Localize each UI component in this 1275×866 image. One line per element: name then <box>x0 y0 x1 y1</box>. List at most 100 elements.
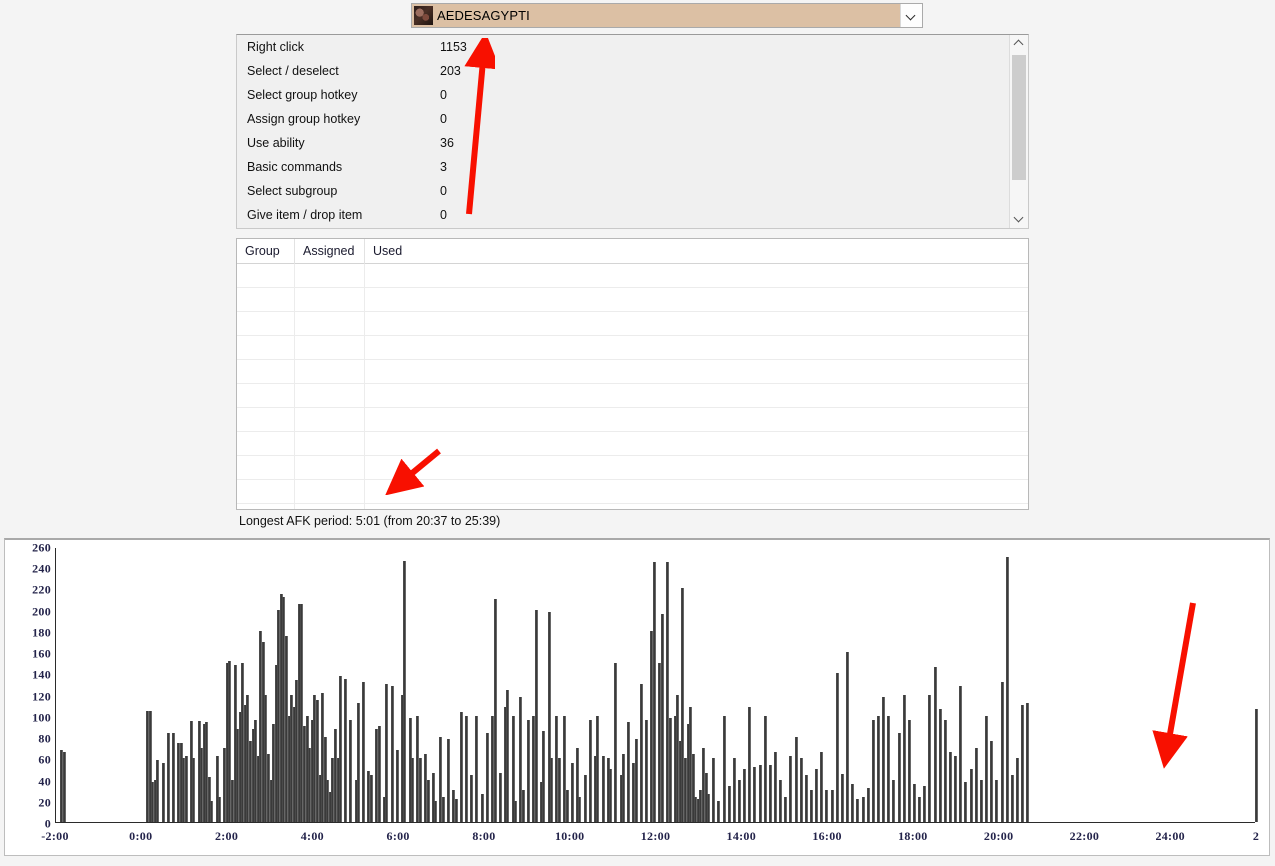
table-row[interactable] <box>237 384 1028 408</box>
combobox-value-area[interactable]: AEDESAGYPTI <box>412 4 900 27</box>
table-row[interactable] <box>237 312 1028 336</box>
chevron-down-icon[interactable] <box>900 4 922 27</box>
action-stat-row[interactable]: Assign group hotkey 0 <box>237 107 1009 131</box>
chart-bar <box>274 664 278 822</box>
table-cell[interactable] <box>295 432 365 455</box>
table-cell[interactable] <box>295 504 365 509</box>
table-cell[interactable] <box>295 312 365 335</box>
chart-bar <box>357 703 361 822</box>
table-cell[interactable] <box>365 312 1028 335</box>
table-row[interactable] <box>237 456 1028 480</box>
chart-bar <box>241 662 245 822</box>
scrollbar-thumb[interactable] <box>1012 55 1026 180</box>
table-cell[interactable] <box>295 360 365 383</box>
chart-bar <box>292 707 296 822</box>
table-cell[interactable] <box>295 336 365 359</box>
chart-y-tick-label: 80 <box>38 731 51 746</box>
action-stat-row[interactable]: Right click 1153 <box>237 35 1009 59</box>
table-cell[interactable] <box>237 264 295 287</box>
table-cell[interactable] <box>237 480 295 503</box>
chart-bar <box>943 720 947 822</box>
chart-bar <box>207 777 211 822</box>
scroll-down-arrow-icon[interactable] <box>1010 210 1028 228</box>
table-cell[interactable] <box>365 336 1028 359</box>
table-row[interactable] <box>237 264 1028 288</box>
chart-bar <box>570 762 574 822</box>
table-cell[interactable] <box>237 384 295 407</box>
table-cell[interactable] <box>365 432 1028 455</box>
table-cell[interactable] <box>237 408 295 431</box>
chart-bar <box>758 764 762 822</box>
table-cell[interactable] <box>295 264 365 287</box>
chart-bar <box>171 732 175 822</box>
action-stat-row[interactable]: Select / deselect 203 <box>237 59 1009 83</box>
action-stat-row[interactable]: Use ability 36 <box>237 131 1009 155</box>
combobox-value: AEDESAGYPTI <box>437 8 530 23</box>
table-cell[interactable] <box>365 384 1028 407</box>
chart-x-tick-label: 14:00 <box>726 829 757 843</box>
chart-bar <box>701 747 705 822</box>
action-stat-row[interactable]: Select group hotkey 0 <box>237 83 1009 107</box>
chart-bar <box>251 728 255 822</box>
action-stat-label: Select subgroup <box>247 184 338 198</box>
chart-bar <box>192 758 196 822</box>
chart-bar <box>339 675 343 822</box>
chart-bar <box>774 751 778 822</box>
chart-bar <box>460 711 464 822</box>
chart-bar <box>264 694 268 822</box>
table-row[interactable] <box>237 432 1028 456</box>
table-cell[interactable] <box>365 360 1028 383</box>
chart-y-tick-label: 40 <box>38 774 51 789</box>
chart-y-tick-label: 180 <box>32 625 51 640</box>
action-list-scrollbar[interactable] <box>1009 35 1028 228</box>
chart-bar <box>588 720 592 822</box>
chart-bar <box>305 715 309 822</box>
action-stats-list[interactable]: Right click 1153 Select / deselect 203 Selec… <box>237 35 1009 228</box>
chart-bar <box>236 728 240 822</box>
table-cell[interactable] <box>295 480 365 503</box>
action-stat-value: 3 <box>440 160 447 174</box>
table-cell[interactable] <box>365 504 1028 509</box>
table-cell[interactable] <box>365 264 1028 287</box>
table-cell[interactable] <box>237 432 295 455</box>
grid-body[interactable] <box>237 264 1028 509</box>
table-row[interactable] <box>237 336 1028 360</box>
grid-column-header[interactable]: Assigned <box>295 239 365 264</box>
action-stat-row[interactable]: Give item / drop item 0 <box>237 203 1009 227</box>
table-cell[interactable] <box>237 312 295 335</box>
table-cell[interactable] <box>365 408 1028 431</box>
chart-bar <box>539 781 543 822</box>
table-cell[interactable] <box>237 288 295 311</box>
chart-bar <box>897 732 901 822</box>
table-cell[interactable] <box>237 360 295 383</box>
chart-bar <box>825 790 829 822</box>
chart-bar <box>493 599 497 822</box>
chart-bar <box>349 720 353 822</box>
table-row[interactable] <box>237 504 1028 509</box>
chart-bar <box>635 739 639 822</box>
table-cell[interactable] <box>295 408 365 431</box>
table-cell[interactable] <box>365 480 1028 503</box>
table-cell[interactable] <box>365 456 1028 479</box>
table-cell[interactable] <box>295 384 365 407</box>
player-select-combobox[interactable]: AEDESAGYPTI <box>411 3 923 28</box>
chart-bar <box>665 561 669 822</box>
table-cell[interactable] <box>295 456 365 479</box>
table-row[interactable] <box>237 408 1028 432</box>
table-cell[interactable] <box>295 288 365 311</box>
table-row[interactable] <box>237 360 1028 384</box>
group-hotkey-grid[interactable]: Group Assigned Used <box>236 238 1029 510</box>
table-cell[interactable] <box>237 504 295 509</box>
table-cell[interactable] <box>237 336 295 359</box>
action-stat-row[interactable]: Basic commands 3 <box>237 155 1009 179</box>
scroll-up-arrow-icon[interactable] <box>1010 35 1028 53</box>
table-cell[interactable] <box>365 288 1028 311</box>
grid-column-header[interactable]: Group <box>237 239 295 264</box>
table-row[interactable] <box>237 288 1028 312</box>
chart-bar <box>722 715 726 822</box>
chart-bar <box>712 758 716 822</box>
table-row[interactable] <box>237 480 1028 504</box>
grid-column-header[interactable]: Used <box>373 243 403 258</box>
action-stat-row[interactable]: Select subgroup 0 <box>237 179 1009 203</box>
table-cell[interactable] <box>237 456 295 479</box>
